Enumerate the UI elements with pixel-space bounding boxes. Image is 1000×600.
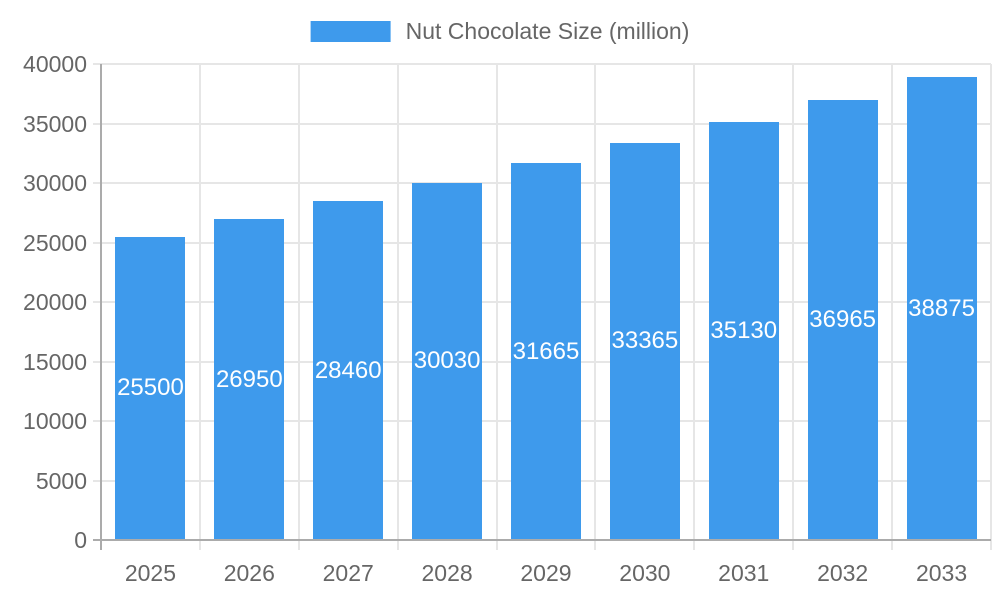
x-gridline [396, 64, 399, 550]
y-axis-tick-label: 10000 [23, 408, 87, 434]
bar-2025[interactable] [115, 236, 186, 539]
y-axis-tick-label: 5000 [35, 467, 87, 494]
bar-value-label: 30030 [413, 347, 481, 375]
bar-2028[interactable] [412, 182, 483, 539]
legend[interactable]: Nut Chocolate Size (million) [310, 18, 690, 44]
bar-2033[interactable] [906, 77, 977, 539]
bar-value-label: 36965 [809, 306, 877, 334]
x-gridline [693, 64, 696, 550]
x-gridline [594, 64, 597, 550]
x-axis-label-2033: 2033 [915, 560, 968, 586]
x-gridline [198, 64, 201, 550]
bar-2029[interactable] [511, 163, 581, 539]
x-axis-label-2030: 2030 [619, 560, 671, 586]
y-gridline [93, 122, 991, 125]
bar-value-label: 25500 [117, 374, 184, 402]
x-axis-label-2028: 2028 [421, 560, 473, 586]
bar-2032[interactable] [807, 100, 878, 539]
bar-value-label: 38875 [908, 294, 975, 322]
y-axis-tick-label: 20000 [23, 289, 87, 315]
bar-value-label: 26950 [215, 365, 283, 393]
bar-2030[interactable] [609, 142, 680, 539]
y-axis-tick-label: 0 [74, 527, 87, 553]
x-axis-label-2029: 2029 [520, 560, 572, 586]
y-axis-tick-label: 40000 [23, 51, 87, 77]
y-axis-tick-label: 25000 [23, 229, 87, 256]
x-axis-label-2031: 2031 [718, 560, 770, 586]
y-axis-line [100, 64, 102, 550]
y-axis-tick-label: 35000 [23, 110, 87, 137]
x-axis-label-2032: 2032 [817, 560, 869, 586]
x-gridline [891, 64, 894, 550]
bar-2027[interactable] [313, 201, 384, 539]
x-axis-label-2025: 2025 [124, 560, 177, 586]
bar-value-label: 35130 [710, 316, 778, 344]
y-gridline [93, 63, 991, 65]
bar-value-label: 33365 [611, 327, 679, 355]
x-gridline [495, 64, 498, 550]
bar-2026[interactable] [214, 219, 285, 539]
y-axis-tick-label: 15000 [23, 348, 87, 375]
x-gridline [792, 64, 795, 550]
x-axis-label-2026: 2026 [223, 560, 275, 586]
legend-swatch [310, 21, 391, 42]
bar-value-label: 31665 [512, 337, 580, 365]
legend-label: Nut Chocolate Size (million) [405, 18, 690, 44]
bar-2031[interactable] [708, 121, 779, 539]
x-axis-line [93, 539, 991, 541]
x-gridline [990, 64, 992, 550]
bar-value-label: 28460 [314, 356, 382, 384]
y-axis-tick-label: 30000 [23, 170, 87, 196]
x-gridline [297, 64, 300, 550]
x-axis-label-2027: 2027 [322, 560, 374, 586]
